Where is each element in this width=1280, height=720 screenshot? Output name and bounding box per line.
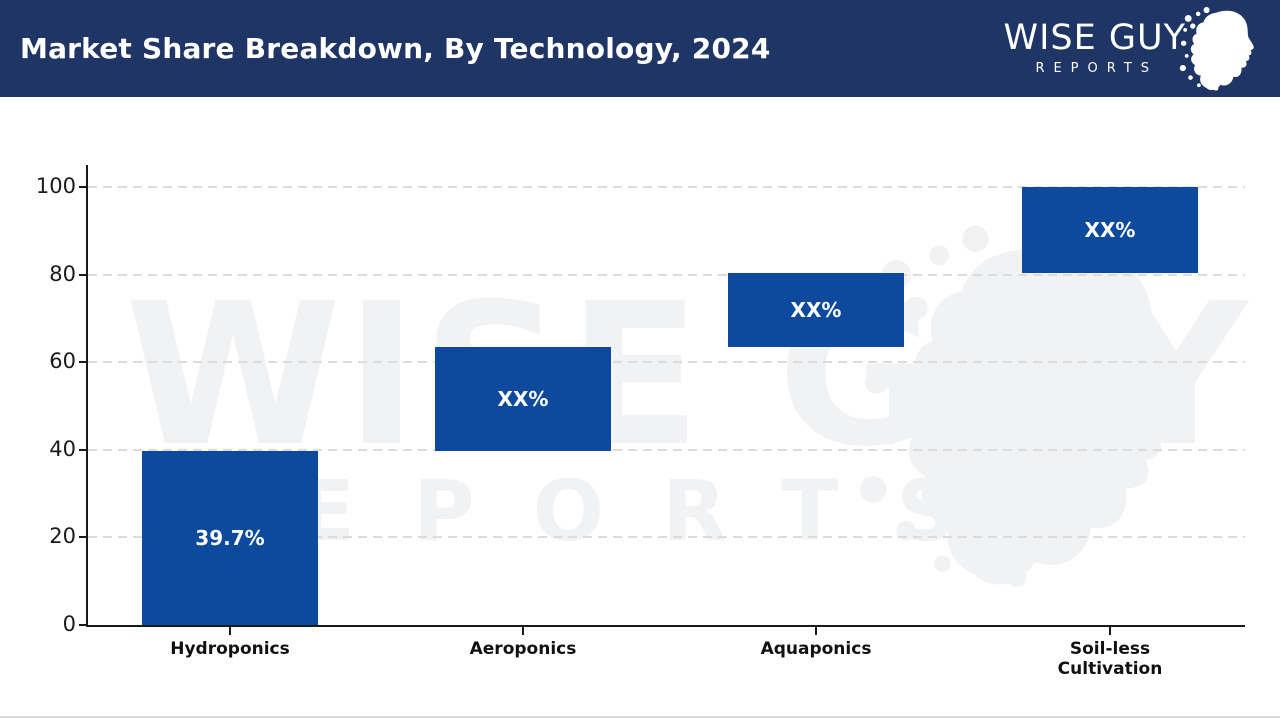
- logo-subname: REPORTS: [1035, 61, 1159, 76]
- bar-soil-less-cultivation: XX%: [1022, 187, 1198, 274]
- y-tick-mark-0: [79, 624, 87, 626]
- y-tick-mark-20: [79, 536, 87, 539]
- gridline-40: [88, 448, 1245, 451]
- bar-value-label: XX%: [1084, 218, 1136, 243]
- y-axis: [86, 165, 88, 627]
- x-category-label: Aquaponics: [760, 639, 872, 659]
- gridline-80: [88, 273, 1245, 276]
- x-category-label: Hydroponics: [170, 639, 290, 659]
- x-category-label: Soil-less Cultivation: [1057, 639, 1163, 680]
- y-tick-label-60: 60: [49, 349, 76, 374]
- header-band: Market Share Breakdown, By Technology, 2…: [0, 0, 1280, 97]
- y-tick-label-100: 100: [35, 174, 76, 198]
- y-tick-mark-80: [79, 273, 87, 276]
- x-tick-mark-0: [229, 627, 231, 635]
- y-tick-mark-60: [79, 361, 87, 364]
- gridline-100: [88, 186, 1245, 188]
- wise-guy-logo: WISE GUY REPORTS: [1003, 6, 1266, 91]
- watermark-head-icon: [860, 225, 1180, 587]
- logo-name: WISE GUY: [1003, 18, 1186, 58]
- y-tick-label-0: 0: [62, 612, 76, 636]
- bar-hydroponics: 39.7%: [142, 451, 318, 625]
- bar-value-label: XX%: [790, 298, 842, 323]
- gridline-60: [88, 361, 1245, 364]
- footer-rule: [0, 716, 1280, 718]
- gridline-20: [88, 536, 1245, 539]
- bar-value-label: XX%: [497, 386, 549, 411]
- y-tick-mark-40: [79, 448, 87, 451]
- page-title: Market Share Breakdown, By Technology, 2…: [20, 32, 771, 65]
- x-axis: [86, 625, 1245, 627]
- x-tick-mark-1: [522, 627, 524, 635]
- logo-text: WISE GUY REPORTS: [1003, 18, 1186, 77]
- x-tick-mark-2: [815, 627, 817, 635]
- y-tick-label-80: 80: [49, 261, 76, 286]
- y-tick-mark-100: [79, 186, 87, 188]
- bar-aquaponics: XX%: [728, 273, 904, 347]
- bar-value-label: 39.7%: [195, 526, 265, 551]
- logo-head-icon: [1179, 6, 1254, 91]
- y-tick-label-40: 40: [49, 436, 76, 461]
- x-category-label: Aeroponics: [469, 639, 577, 659]
- bar-aeroponics: XX%: [435, 346, 611, 452]
- x-tick-mark-3: [1109, 627, 1111, 635]
- y-tick-label-20: 20: [49, 524, 76, 549]
